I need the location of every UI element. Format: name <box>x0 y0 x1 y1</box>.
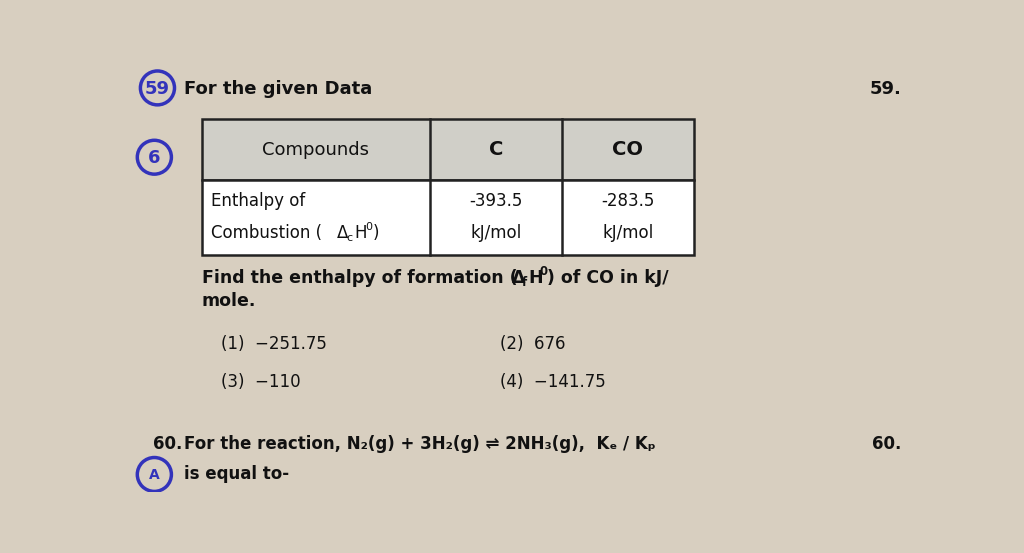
Text: ): ) <box>373 224 380 242</box>
Text: 59.: 59. <box>869 80 901 98</box>
Text: kJ/mol: kJ/mol <box>602 224 653 242</box>
Text: CO: CO <box>612 140 643 159</box>
Text: 6: 6 <box>148 149 161 167</box>
Text: (3)  −110: (3) −110 <box>221 373 301 391</box>
Text: -393.5: -393.5 <box>469 192 523 210</box>
Text: Δ: Δ <box>512 269 525 287</box>
Text: Enthalpy of: Enthalpy of <box>211 192 305 210</box>
Text: f: f <box>521 276 527 289</box>
Text: For the reaction, N₂(g) + 3H₂(g) ⇌ 2NH₃(g),  Kₑ / Kₚ: For the reaction, N₂(g) + 3H₂(g) ⇌ 2NH₃(… <box>183 435 655 453</box>
Text: 0: 0 <box>366 222 372 232</box>
Text: (4)  −141.75: (4) −141.75 <box>500 373 606 391</box>
Text: 60.: 60. <box>153 435 182 453</box>
Text: Compounds: Compounds <box>262 140 370 159</box>
Text: mole.: mole. <box>202 292 256 310</box>
Text: 59: 59 <box>145 80 170 98</box>
Text: Δ: Δ <box>337 224 348 242</box>
Bar <box>202 180 693 255</box>
Text: 60.: 60. <box>872 435 901 453</box>
Text: is equal to-: is equal to- <box>183 466 289 483</box>
Bar <box>202 119 693 180</box>
Text: For the given Data: For the given Data <box>183 80 372 98</box>
Text: kJ/mol: kJ/mol <box>470 224 522 242</box>
Text: (2)  676: (2) 676 <box>500 335 565 353</box>
Text: Find the enthalpy of formation (: Find the enthalpy of formation ( <box>202 269 517 287</box>
Text: 0: 0 <box>540 265 548 279</box>
Text: c: c <box>346 233 352 243</box>
Text: H: H <box>354 224 367 242</box>
Text: -283.5: -283.5 <box>601 192 654 210</box>
Text: H: H <box>528 269 544 287</box>
Text: Combustion (: Combustion ( <box>211 224 322 242</box>
Text: ) of CO in kJ/: ) of CO in kJ/ <box>547 269 669 287</box>
Text: (1)  −251.75: (1) −251.75 <box>221 335 327 353</box>
Text: A: A <box>148 468 160 482</box>
Text: C: C <box>488 140 504 159</box>
